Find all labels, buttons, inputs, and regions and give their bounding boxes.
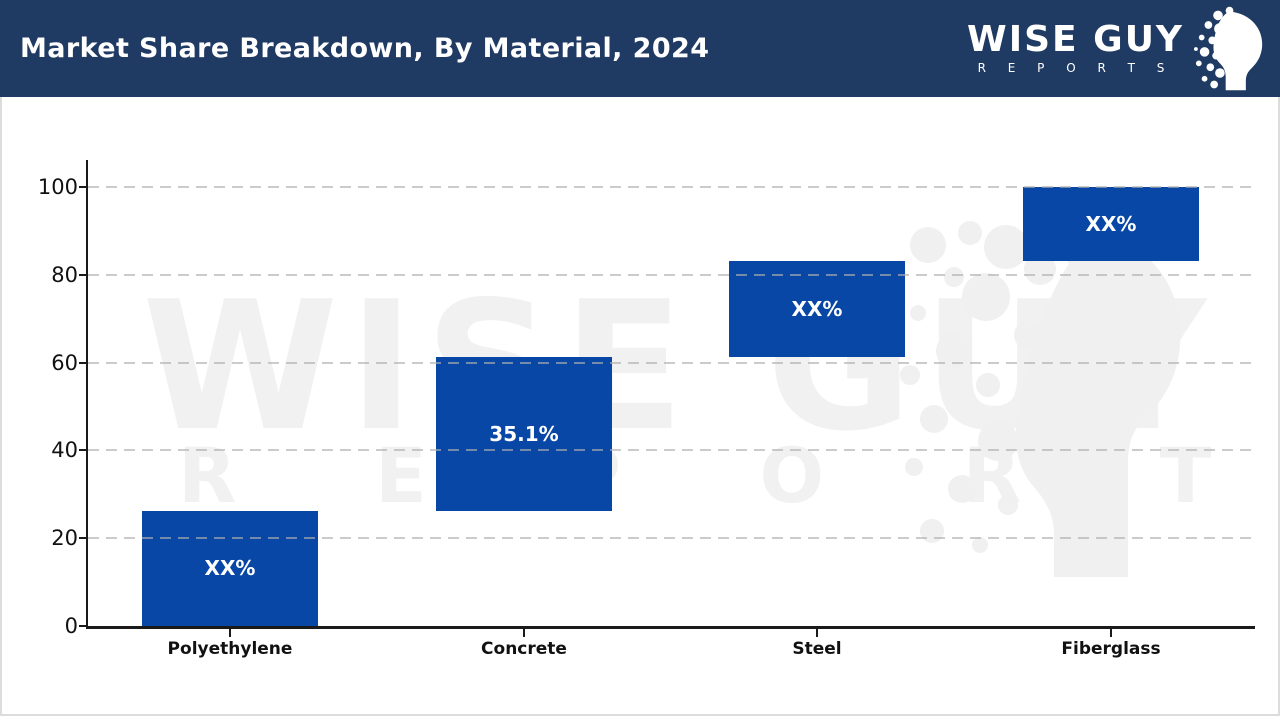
y-tick-label: 100: [37, 175, 78, 199]
gridline-y-60: [88, 361, 1254, 364]
brand-name: WISE GUY: [966, 19, 1184, 60]
y-tick-mark: [79, 186, 87, 188]
y-tick-mark: [79, 625, 87, 627]
y-tick-label: 80: [51, 262, 78, 287]
y-tick-mark: [79, 537, 87, 540]
brand-logo-text: WISE GUY R E P O R T S: [966, 19, 1184, 76]
gridline-y-80: [88, 273, 1254, 276]
gridline-y-20: [88, 537, 1254, 540]
watermark-head-icon: [900, 221, 1181, 577]
bar-value-label: XX%: [1085, 211, 1137, 236]
bar-value-label: 35.1%: [489, 421, 559, 446]
y-tick-mark: [79, 449, 87, 452]
gridline-y-100: [88, 186, 1254, 188]
content-frame: [0, 97, 1280, 716]
x-tick-mark: [816, 629, 818, 637]
gridline-y-40: [88, 449, 1254, 452]
y-axis-spine: [86, 160, 88, 628]
bar-value-label: XX%: [791, 296, 843, 321]
x-tick-mark: [523, 629, 525, 637]
bar-concrete: [436, 356, 612, 511]
bar-fiberglass: [1023, 186, 1199, 261]
x-axis-spine: [86, 626, 1255, 629]
chart-title: Market Share Breakdown, By Material, 202…: [20, 33, 710, 64]
x-tick-mark: [1110, 629, 1112, 637]
bar-steel: [729, 260, 905, 357]
y-tick-label: 20: [51, 526, 78, 551]
y-tick-label: 60: [51, 350, 78, 375]
x-tick-mark: [229, 629, 231, 637]
wise-guy-head-icon: [1194, 6, 1263, 90]
bar-value-label: XX%: [204, 556, 256, 581]
y-tick-mark: [79, 273, 87, 276]
x-tick-label-fiberglass: Fiberglass: [1061, 639, 1161, 659]
bar-polyethylene: [142, 510, 318, 626]
header-bar: Market Share Breakdown, By Material, 202…: [0, 0, 1280, 97]
y-tick-label: 0: [64, 614, 78, 638]
brand-logo: WISE GUY R E P O R T S: [967, 5, 1266, 93]
y-tick-label: 40: [51, 438, 78, 463]
y-tick-mark: [79, 361, 87, 364]
x-tick-label-steel: Steel: [792, 639, 842, 659]
x-tick-label-concrete: Concrete: [481, 639, 567, 659]
brand-subtitle: R E P O R T S: [977, 61, 1174, 75]
x-tick-label-polyethylene: Polyethylene: [167, 639, 293, 659]
